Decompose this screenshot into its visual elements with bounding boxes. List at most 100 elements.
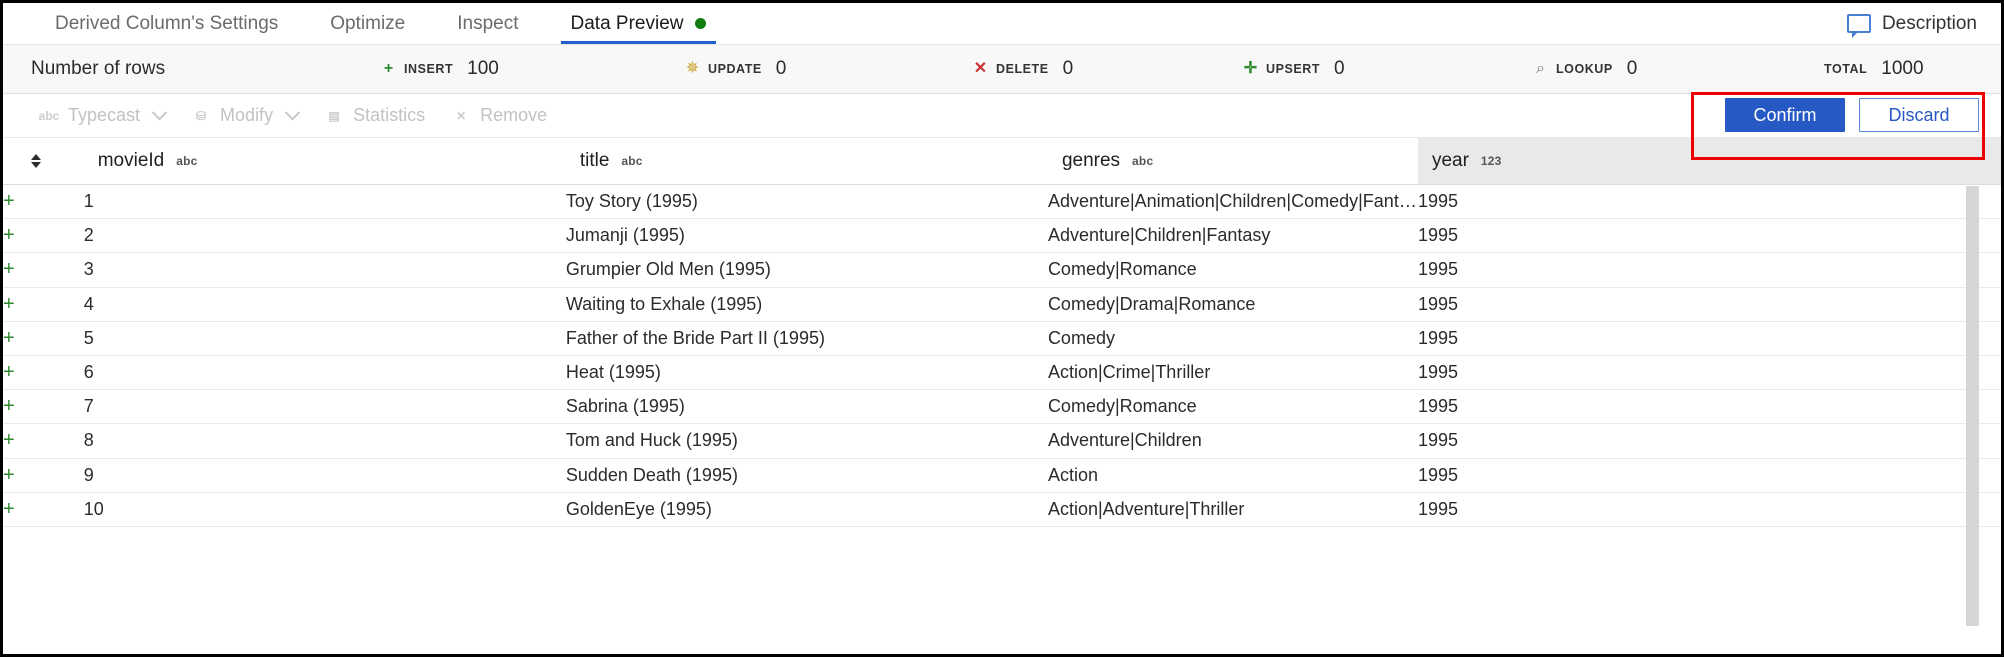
cell-genres: Comedy|Romance [1047, 396, 1197, 417]
stat-delete: ✕ DELETE 0 [973, 58, 1073, 80]
row-expand-icon[interactable]: + [3, 395, 15, 418]
number-of-rows-label: Number of rows [31, 58, 166, 79]
preview-table: movieId abc title abc genres abc year 123 +1 Toy… [3, 138, 2001, 527]
stat-total: TOTAL 1000 [1824, 58, 1924, 80]
table-row[interactable]: +8 Tom and Huck (1995) Adventure|Children 1… [3, 424, 2001, 458]
abc-icon: abc [38, 108, 60, 123]
vertical-scrollbar[interactable] [1966, 186, 1979, 649]
cell-title: Sabrina (1995) [565, 396, 685, 417]
stat-value: 0 [1062, 58, 1074, 79]
stat-label: INSERT [404, 62, 454, 76]
row-expand-icon[interactable]: + [3, 326, 15, 349]
toolbar-modify-button[interactable]: ⛁ Modify [191, 104, 301, 126]
column-header-genres[interactable]: genres abc [1048, 138, 1418, 185]
stat-update: ✵ UPDATE 0 [685, 58, 787, 80]
confirm-discard-group: Confirm Discard [1725, 98, 1979, 132]
toolbar-remove-button[interactable]: ✕ Remove [451, 105, 547, 126]
column-type-badge: abc [621, 154, 643, 168]
cell-genres: Action|Adventure|Thriller [1047, 498, 1245, 519]
speech-bubble-icon [1846, 14, 1871, 38]
row-expand-icon[interactable]: + [3, 497, 15, 520]
cell-title: Grumpier Old Men (1995) [565, 259, 771, 280]
column-header-title[interactable]: title abc [566, 138, 1048, 185]
stat-value: 0 [1626, 58, 1638, 79]
chevron-down-icon [151, 104, 168, 121]
table-row[interactable]: +5 Father of the Bride Part II (1995) Come… [3, 321, 2001, 356]
cell-movieId: 6 [83, 362, 94, 383]
description-label: Description [1881, 12, 1977, 34]
row-expand-icon[interactable]: + [3, 258, 15, 281]
cell-genres: Action|Crime|Thriller [1047, 362, 1211, 383]
sort-toggle-icon[interactable] [31, 154, 41, 168]
cell-year: 1995 [1417, 498, 1458, 519]
table-row[interactable]: +9 Sudden Death (1995) Action 1995 [3, 458, 2001, 493]
description-button[interactable]: Description [1841, 3, 1983, 44]
cell-movieId: 10 [83, 498, 104, 519]
modify-icon: ⛁ [196, 108, 207, 123]
tab-label: Optimize [330, 12, 406, 34]
tab-inspect[interactable]: Inspect [431, 3, 544, 44]
table-row[interactable]: +1 Toy Story (1995) Adventure|Animation|Ch… [3, 185, 2001, 219]
discard-button[interactable]: Discard [1859, 98, 1979, 132]
stat-upsert: ✛ UPSERT 0 [1243, 58, 1345, 80]
plus-icon: + [383, 60, 394, 77]
stat-label: UPDATE [708, 62, 762, 76]
row-expand-icon[interactable]: + [3, 224, 15, 247]
row-count-bar: Number of rows + INSERT 100 ✵ UPDATE 0 ✕ DELETE… [3, 45, 2001, 94]
column-toolbar: abc Typecast ⛁ Modify ▤ Statistics ✕ Remove Con… [3, 94, 2001, 138]
column-header-label: title [579, 150, 610, 171]
column-header-year[interactable]: year 123 [1417, 138, 2001, 185]
row-expand-icon[interactable]: + [3, 429, 15, 452]
confirm-button[interactable]: Confirm [1725, 98, 1845, 132]
cell-title: GoldenEye (1995) [565, 498, 712, 519]
column-header-movieId[interactable]: movieId abc [84, 138, 566, 185]
cell-movieId: 3 [83, 259, 94, 280]
tab-derived-column-s-settings[interactable]: Derived Column's Settings [29, 3, 304, 44]
toolbar-statistics-button[interactable]: ▤ Statistics [324, 105, 425, 126]
column-type-badge: abc [176, 154, 198, 168]
column-header-label: year [1431, 150, 1469, 171]
table-row[interactable]: +7 Sabrina (1995) Comedy|Romance 1995 [3, 390, 2001, 424]
cell-title: Tom and Huck (1995) [565, 430, 738, 451]
cell-genres: Comedy|Romance [1047, 259, 1197, 280]
scrollbar-thumb[interactable] [1966, 186, 1979, 626]
cell-year: 1995 [1417, 225, 1458, 246]
table-row[interactable]: +10 GoldenEye (1995) Action|Adventure|Thri… [3, 492, 2001, 527]
table-body: +1 Toy Story (1995) Adventure|Animation|Ch… [3, 185, 2001, 527]
row-expand-icon[interactable]: + [3, 361, 15, 384]
cell-title: Jumanji (1995) [565, 225, 685, 246]
table-row[interactable]: +6 Heat (1995) Action|Crime|Thriller 1995 [3, 355, 2001, 390]
table-row[interactable]: +3 Grumpier Old Men (1995) Comedy|Romance 1… [3, 253, 2001, 288]
cell-year: 1995 [1417, 191, 1458, 212]
statistics-icon: ▤ [328, 108, 340, 123]
cell-year: 1995 [1417, 327, 1458, 348]
cell-movieId: 5 [83, 327, 94, 348]
cell-year: 1995 [1417, 293, 1458, 314]
column-type-badge: 123 [1480, 154, 1502, 168]
column-header-expand[interactable] [3, 138, 84, 185]
stat-label: UPSERT [1266, 62, 1321, 76]
cell-genres: Action [1047, 464, 1098, 485]
table-row[interactable]: +4 Waiting to Exhale (1995) Comedy|Drama|R… [3, 287, 2001, 322]
toolbar-item-label: Typecast [68, 105, 141, 125]
cell-genres: Adventure|Children|Fantasy [1047, 225, 1271, 246]
magnifier-icon: ⌕ [1536, 60, 1545, 77]
tab-optimize[interactable]: Optimize [304, 3, 431, 44]
stat-lookup: ⌕ LOOKUP 0 [1533, 58, 1637, 80]
row-expand-icon[interactable]: + [3, 190, 15, 213]
table-header-row: movieId abc title abc genres abc year 123 [3, 138, 2001, 185]
tab-data-preview[interactable]: Data Preview [545, 3, 732, 44]
status-dot-icon [694, 18, 706, 29]
toolbar-item-label: Statistics [353, 105, 426, 125]
tab-label: Inspect [457, 12, 519, 34]
cell-movieId: 2 [83, 225, 94, 246]
row-expand-icon[interactable]: + [3, 292, 15, 315]
stat-label: TOTAL [1824, 62, 1868, 76]
toolbar-typecast-button[interactable]: abc Typecast [38, 104, 168, 126]
cell-genres: Comedy [1047, 327, 1115, 348]
table-row[interactable]: +2 Jumanji (1995) Adventure|Children|Fanta… [3, 219, 2001, 253]
cell-title: Father of the Bride Part II (1995) [565, 327, 825, 348]
row-expand-icon[interactable]: + [3, 463, 15, 486]
chevron-down-icon [284, 104, 301, 121]
